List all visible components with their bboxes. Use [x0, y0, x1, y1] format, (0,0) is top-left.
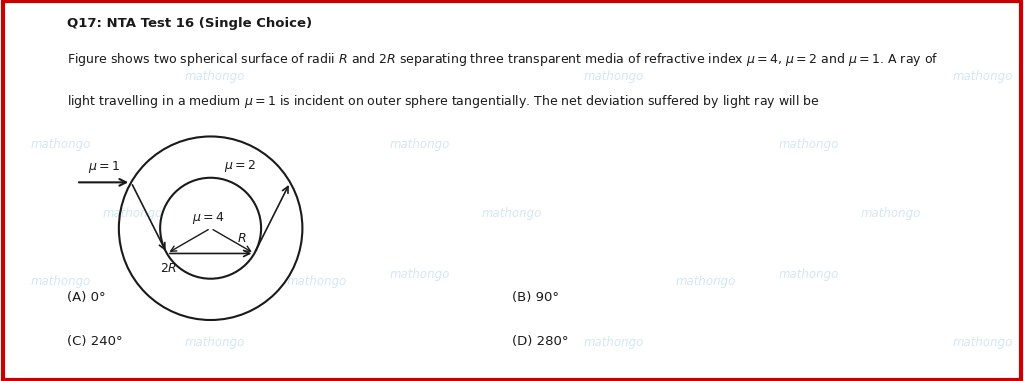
Text: mathongo: mathongo — [481, 207, 542, 220]
Text: $\mu = 1$: $\mu = 1$ — [87, 160, 120, 176]
Text: mathongo: mathongo — [778, 138, 839, 151]
Text: mathongo: mathongo — [102, 207, 163, 220]
Text: mathongo: mathongo — [184, 336, 245, 349]
Text: $R$: $R$ — [238, 232, 247, 245]
Text: $\mu = 4$: $\mu = 4$ — [191, 210, 224, 226]
Text: mathongo: mathongo — [184, 70, 245, 83]
Text: (C) 240°: (C) 240° — [67, 335, 122, 348]
Text: $2R$: $2R$ — [161, 262, 178, 275]
Text: mathongo: mathongo — [287, 275, 347, 288]
Text: light travelling in a medium $\mu = 1$ is incident on outer sphere tangentially.: light travelling in a medium $\mu = 1$ i… — [67, 93, 819, 110]
Text: mathongo: mathongo — [584, 336, 644, 349]
Text: Figure shows two spherical surface of radii $R$ and $2R$ separating three transp: Figure shows two spherical surface of ra… — [67, 51, 938, 69]
Text: (B) 90°: (B) 90° — [512, 291, 559, 304]
Text: mathongo: mathongo — [952, 336, 1013, 349]
Text: mathongo: mathongo — [31, 275, 91, 288]
Text: mathongo: mathongo — [389, 138, 450, 151]
Text: (A) 0°: (A) 0° — [67, 291, 105, 304]
Text: mathongo: mathongo — [952, 70, 1013, 83]
Text: mathongo: mathongo — [860, 207, 921, 220]
Text: mathongo: mathongo — [584, 70, 644, 83]
Text: mathongo: mathongo — [31, 138, 91, 151]
Text: mathongo: mathongo — [676, 275, 736, 288]
Text: $\mu = 2$: $\mu = 2$ — [224, 158, 256, 174]
Text: (D) 280°: (D) 280° — [512, 335, 568, 348]
Text: Q17: NTA Test 16 (Single Choice): Q17: NTA Test 16 (Single Choice) — [67, 17, 311, 30]
Text: mathongo: mathongo — [389, 268, 450, 281]
Text: mathongo: mathongo — [778, 268, 839, 281]
